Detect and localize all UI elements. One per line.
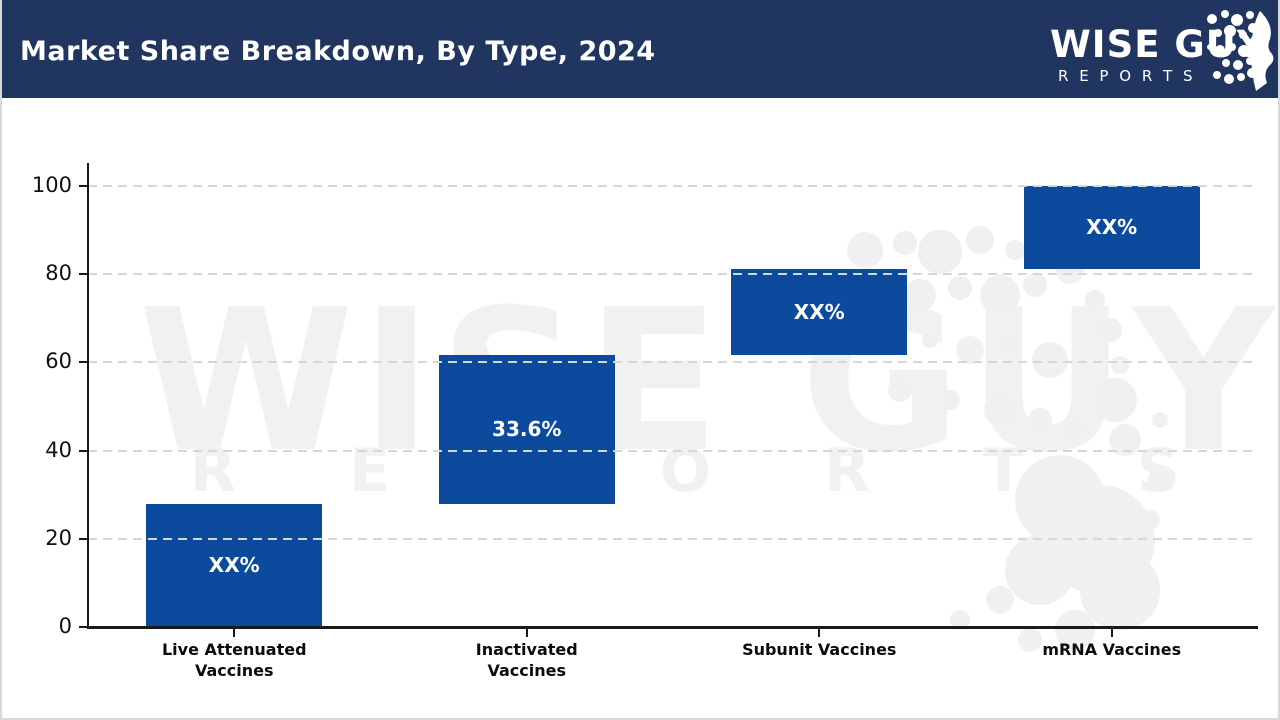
bar-value-label: XX%: [1086, 215, 1138, 240]
header-band: Market Share Breakdown, By Type, 2024 WI…: [0, 0, 1280, 98]
gridline: [88, 537, 1258, 540]
gridline: [88, 449, 1258, 452]
x-tick-mark: [1110, 629, 1113, 637]
y-tick-label: 60: [45, 349, 72, 374]
y-tick-mark: [79, 449, 87, 452]
y-tick-label: 80: [45, 261, 72, 286]
y-tick-mark: [79, 185, 87, 187]
y-tick-label: 0: [58, 614, 72, 638]
y-tick-label: 100: [31, 173, 72, 197]
gridline: [88, 185, 1258, 187]
gridline: [88, 273, 1258, 276]
x-category-label: Subunit Vaccines: [742, 640, 897, 659]
chart-title: Market Share Breakdown, By Type, 2024: [20, 36, 656, 67]
y-tick-mark: [79, 537, 87, 540]
watermark-subtext: R E P O R T S: [190, 436, 1226, 506]
y-tick-mark: [79, 361, 87, 364]
y-tick-mark: [79, 626, 87, 628]
x-category-label: Inactivated Vaccines: [475, 640, 578, 680]
watermark-dotted-head: [847, 226, 1172, 652]
wise-guy-reports-logo: WISE GUY R E P O R T S: [1050, 10, 1274, 91]
watermark-wordmark: WISE GUY: [138, 268, 1280, 496]
x-category-label: mRNA Vaccines: [1042, 640, 1182, 659]
bar: XX%: [146, 503, 323, 627]
logo-subtext: R E P O R T S: [1058, 67, 1195, 85]
x-category-label: Live Attenuated Vaccines: [161, 640, 307, 680]
bar-value-label: 33.6%: [492, 417, 562, 442]
x-tick-mark: [233, 629, 236, 637]
logo-dotted-head-icon: [1207, 10, 1274, 91]
bar: XX%: [731, 268, 908, 356]
y-tick-mark: [79, 273, 87, 276]
x-tick-mark: [818, 629, 821, 637]
bar-value-label: XX%: [793, 300, 845, 325]
x-axis-spine: [87, 626, 1258, 629]
bar-value-label: XX%: [208, 553, 260, 578]
bar: XX%: [1023, 186, 1200, 269]
y-axis-spine: [87, 163, 89, 628]
y-tick-label: 20: [45, 525, 72, 550]
gridline: [88, 361, 1258, 364]
y-tick-label: 40: [45, 437, 72, 462]
x-tick-mark: [525, 629, 528, 637]
bar: 33.6%: [438, 355, 615, 504]
